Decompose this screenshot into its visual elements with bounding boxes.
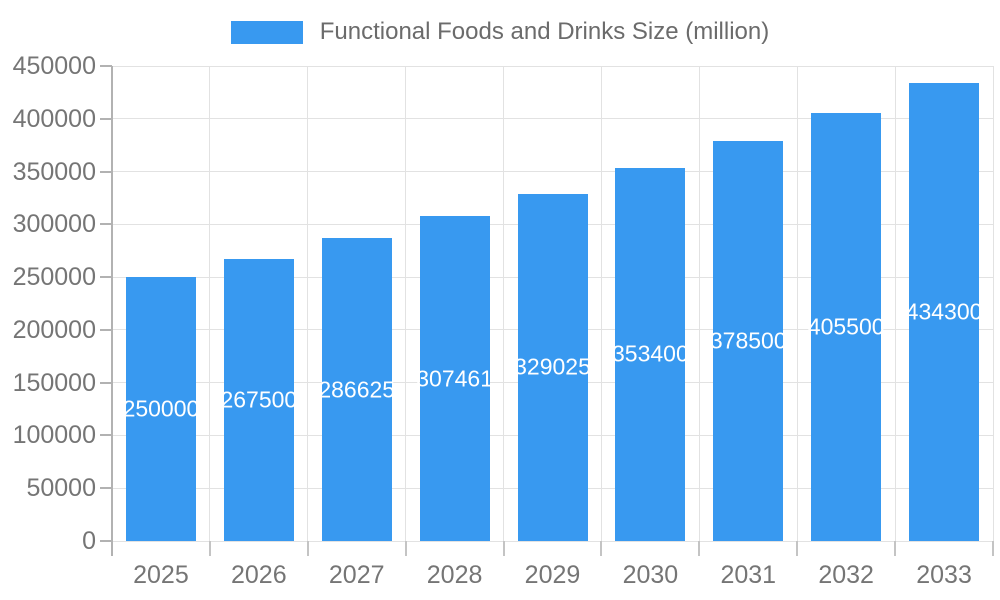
y-axis-tick-label: 100000	[12, 421, 96, 450]
x-axis-tick-mark	[404, 541, 407, 556]
y-axis-tick-mark	[100, 223, 112, 226]
legend[interactable]: Functional Foods and Drinks Size (millio…	[0, 14, 1000, 50]
x-axis-tick-mark	[894, 541, 897, 556]
x-axis-tick-label: 2032	[818, 561, 874, 589]
legend-swatch-icon[interactable]	[230, 20, 303, 44]
y-axis-tick-mark	[100, 328, 112, 331]
y-axis-tick-label: 400000	[12, 104, 96, 133]
bar[interactable]	[125, 277, 196, 541]
gridline-horizontal	[112, 540, 993, 542]
y-axis-tick-label: 150000	[12, 368, 96, 397]
y-axis-tick-mark	[100, 540, 112, 542]
bar[interactable]	[615, 167, 686, 541]
x-axis-tick-mark	[698, 541, 701, 556]
x-axis-tick-label: 2028	[426, 561, 483, 589]
gridline-horizontal	[112, 65, 993, 67]
x-axis-tick-label: 2026	[231, 561, 287, 589]
bar[interactable]	[713, 141, 784, 541]
gridline-vertical	[600, 66, 602, 541]
bar[interactable]	[517, 193, 588, 541]
bar[interactable]	[909, 82, 980, 541]
y-axis-tick-label: 250000	[12, 263, 96, 292]
gridline-vertical	[992, 66, 994, 541]
legend-label[interactable]: Functional Foods and Drinks Size (millio…	[319, 18, 770, 45]
y-axis-line	[111, 66, 113, 556]
x-axis-tick-label: 2031	[720, 561, 777, 589]
gridline-vertical	[698, 66, 700, 541]
x-axis-tick-label: 2027	[328, 561, 385, 589]
y-axis-tick-mark	[100, 276, 112, 279]
x-axis-tick-mark	[502, 541, 505, 556]
y-axis-tick-mark	[100, 487, 112, 490]
gridline-vertical	[894, 66, 896, 541]
gridline-horizontal	[112, 171, 993, 173]
y-axis-tick-label: 0	[82, 527, 96, 555]
x-axis-tick-label: 2030	[622, 561, 679, 589]
y-axis-tick-mark	[100, 117, 112, 120]
x-axis-tick-mark	[796, 541, 799, 556]
x-axis-tick-label: 2029	[524, 561, 581, 589]
bar[interactable]	[811, 112, 882, 541]
y-axis-tick-label: 200000	[12, 315, 96, 344]
x-axis-tick-label: 2033	[916, 561, 972, 589]
y-axis-tick-mark	[100, 170, 112, 173]
y-axis-tick-mark	[100, 65, 112, 67]
y-axis-tick-label: 300000	[12, 210, 96, 239]
bar[interactable]	[321, 238, 392, 541]
gridline-vertical	[405, 66, 407, 541]
x-axis-tick-mark	[306, 541, 309, 556]
y-axis-tick-label: 350000	[12, 157, 96, 186]
y-axis-tick-mark	[100, 434, 112, 437]
x-axis-tick-mark	[992, 541, 994, 556]
bar[interactable]	[419, 216, 490, 541]
y-axis-tick-label: 450000	[12, 52, 96, 80]
gridline-vertical	[307, 66, 309, 541]
x-axis-tick-label: 2025	[133, 561, 189, 589]
x-axis-tick-mark	[600, 541, 603, 556]
x-axis-tick-mark	[208, 541, 211, 556]
gridline-horizontal	[112, 118, 993, 120]
y-axis-tick-mark	[100, 381, 112, 384]
y-axis-tick-label: 50000	[26, 474, 96, 503]
gridline-vertical	[503, 66, 505, 541]
bar[interactable]	[223, 258, 294, 541]
gridline-vertical	[209, 66, 211, 541]
gridline-vertical	[796, 66, 798, 541]
